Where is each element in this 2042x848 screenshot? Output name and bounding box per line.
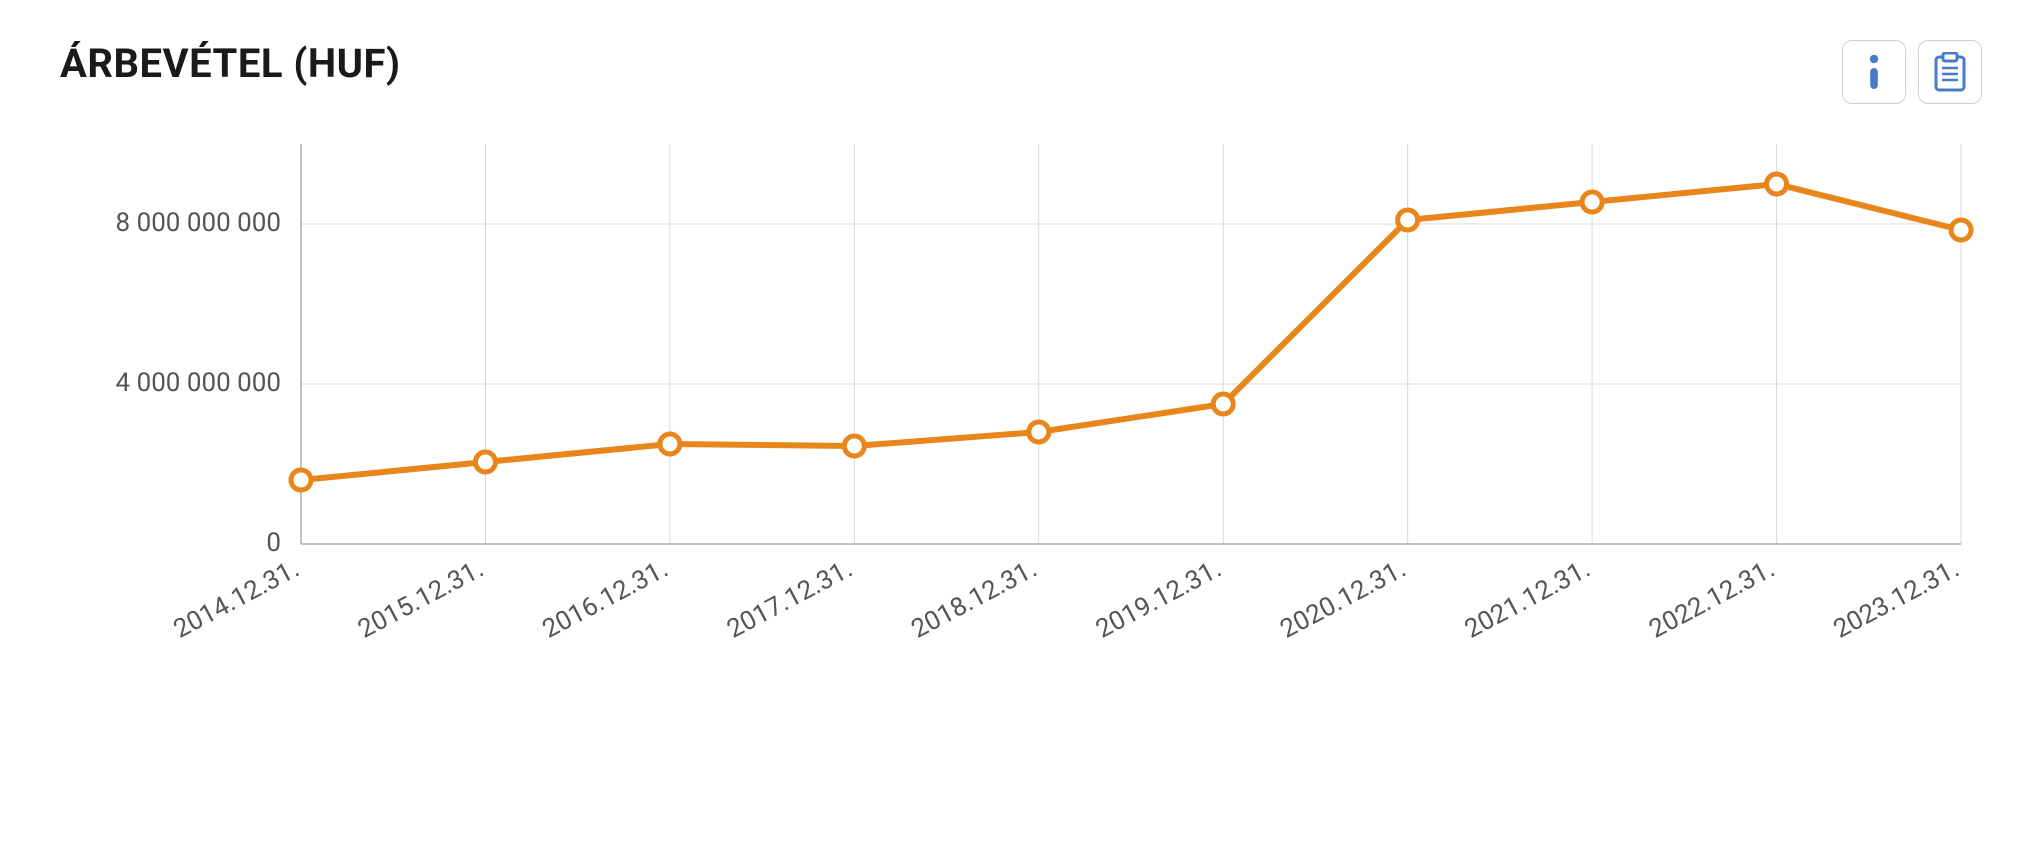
x-tick-label: 2016.12.31.	[538, 554, 673, 645]
data-point	[1951, 220, 1971, 240]
data-point	[1767, 174, 1787, 194]
info-button[interactable]	[1842, 40, 1906, 104]
x-tick-label: 2015.12.31.	[353, 554, 488, 645]
data-point	[844, 436, 864, 456]
x-tick-label: 2020.12.31.	[1275, 554, 1410, 645]
info-icon	[1867, 54, 1881, 90]
data-point	[1213, 394, 1233, 414]
x-tick-label: 2018.12.31.	[907, 554, 1042, 645]
clipboard-icon	[1933, 52, 1967, 92]
chart-header: ÁRBEVÉTEL (HUF)	[60, 40, 1982, 104]
chart-actions	[1842, 40, 1982, 104]
y-tick-label: 4 000 000 000	[116, 368, 281, 398]
x-tick-label: 2017.12.31.	[722, 554, 857, 645]
x-tick-label: 2014.12.31.	[169, 554, 304, 645]
data-point	[475, 452, 495, 472]
x-tick-label: 2021.12.31.	[1460, 554, 1595, 645]
x-tick-label: 2023.12.31.	[1829, 554, 1964, 645]
clipboard-button[interactable]	[1918, 40, 1982, 104]
y-tick-label: 0	[266, 528, 281, 558]
data-line	[301, 184, 1961, 480]
chart-svg: 0 4 000 000 000 8 000 000 000 2014.12.31. 20…	[60, 124, 1982, 744]
x-tick-label: 2022.12.31.	[1644, 554, 1779, 645]
data-point	[1029, 422, 1049, 442]
revenue-chart: 0 4 000 000 000 8 000 000 000 2014.12.31. 20…	[60, 124, 1982, 744]
data-point	[660, 434, 680, 454]
data-point	[1582, 192, 1602, 212]
data-point	[1398, 210, 1418, 230]
x-tick-label: 2019.12.31.	[1091, 554, 1226, 645]
data-point	[291, 470, 311, 490]
y-tick-label: 8 000 000 000	[116, 208, 281, 238]
chart-title: ÁRBEVÉTEL (HUF)	[60, 40, 401, 87]
